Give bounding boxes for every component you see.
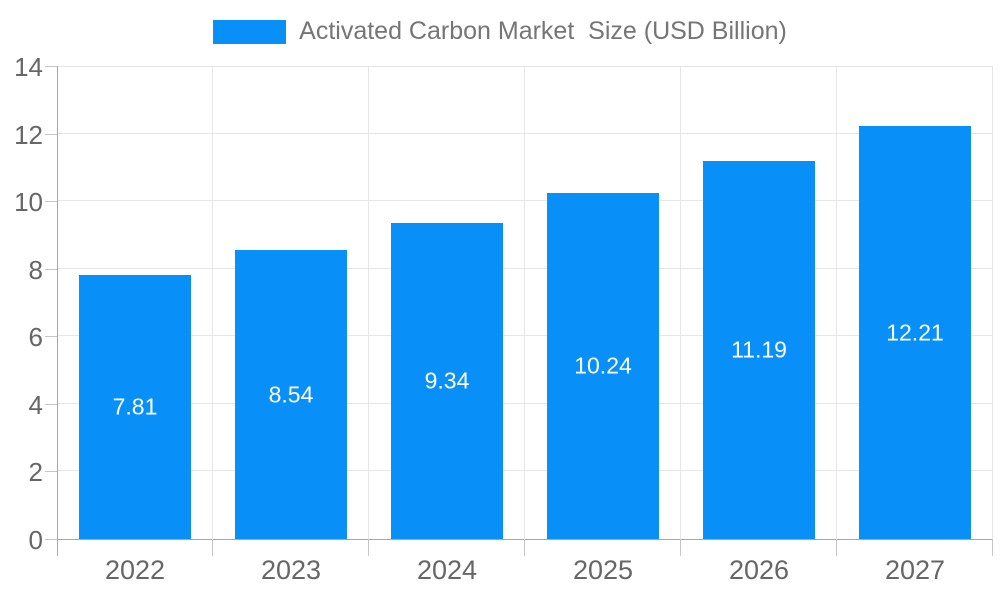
gridline-v-4 [680, 66, 681, 539]
y-tick-12 [45, 133, 57, 135]
x-axis-label-2023: 2023 [260, 555, 322, 585]
x-axis-label-2022: 2022 [104, 555, 166, 585]
y-tick-8 [45, 268, 57, 270]
y-axis-label-14: 14 [14, 52, 43, 82]
bar-2023 [235, 250, 347, 539]
x-axis-line [57, 539, 993, 540]
x-axis-label-2025: 2025 [572, 555, 634, 585]
x-tick-5 [836, 539, 837, 556]
gridline-h-8 [57, 267, 993, 269]
gridline-h-14 [57, 66, 993, 67]
x-tick-4 [680, 539, 681, 556]
x-tick-3 [524, 539, 525, 556]
gridline-v-1 [212, 66, 213, 539]
bar-value-label-2027: 12.21 [886, 319, 944, 346]
x-tick-2 [368, 539, 369, 556]
bar-2027 [859, 126, 971, 539]
x-tick-1 [212, 539, 213, 556]
bar-value-label-2024: 9.34 [424, 367, 470, 394]
y-axis-line [57, 66, 58, 556]
legend-swatch [213, 19, 287, 44]
y-axis-label-0: 0 [28, 525, 43, 555]
gridline-v-2 [368, 66, 369, 539]
gridline-v-3 [524, 66, 525, 539]
y-axis-label-12: 12 [14, 119, 43, 150]
gridline-h-12 [57, 132, 993, 134]
y-tick-10 [45, 201, 57, 203]
bar-2022 [79, 275, 191, 539]
y-axis-label-2: 2 [28, 457, 43, 488]
bar-2026 [703, 160, 815, 539]
gridline-h-6 [57, 335, 993, 337]
gridline-v-6 [992, 66, 993, 539]
x-tick-6 [992, 539, 993, 556]
bar-2024 [391, 223, 503, 539]
gridline-h-4 [57, 402, 993, 404]
gridline-h-2 [57, 470, 993, 472]
y-tick-4 [45, 403, 57, 405]
legend[interactable]: Activated Carbon Market Size (USD Billio… [0, 17, 1000, 46]
y-axis-label-4: 4 [28, 389, 43, 420]
bar-value-label-2025: 10.24 [574, 352, 632, 379]
gridline-v-5 [836, 66, 837, 539]
y-tick-0 [45, 539, 57, 540]
plot-area: 7.81 8.54 9.34 10.24 11.19 12.21 [57, 66, 993, 539]
bar-value-label-2026: 11.19 [731, 336, 787, 363]
y-tick-2 [45, 471, 57, 473]
y-axis-label-10: 10 [14, 187, 43, 218]
x-axis-label-2026: 2026 [728, 555, 790, 585]
y-axis-label-8: 8 [28, 254, 43, 285]
gridline-h-10 [57, 200, 993, 202]
y-axis-label-6: 6 [28, 322, 43, 353]
legend-label: Activated Carbon Market Size (USD Billio… [299, 17, 787, 45]
x-axis-label-2027: 2027 [884, 555, 946, 585]
y-tick-6 [45, 336, 57, 338]
bar-value-label-2022: 7.81 [112, 393, 158, 420]
x-axis-label-2024: 2024 [416, 555, 478, 585]
bar-2025 [547, 193, 659, 539]
y-tick-14 [45, 66, 57, 67]
bar-value-label-2023: 8.54 [268, 381, 314, 408]
